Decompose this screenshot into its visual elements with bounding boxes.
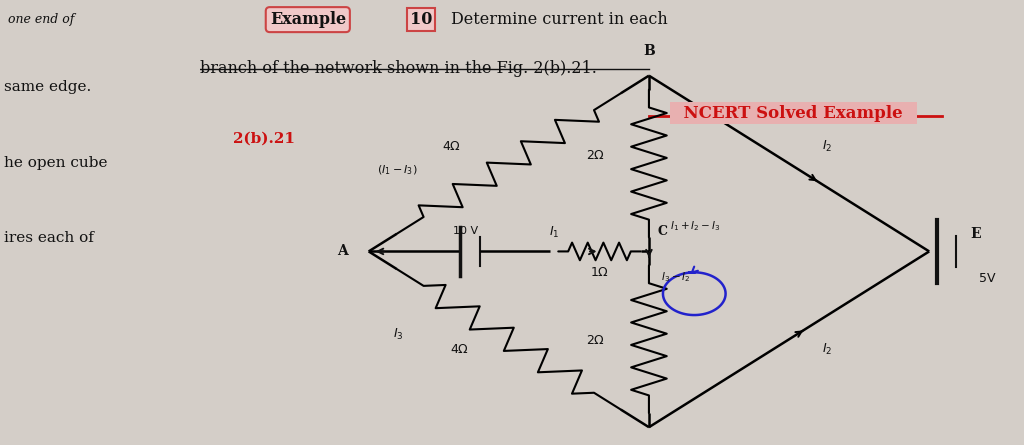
Text: he open cube: he open cube xyxy=(4,156,108,170)
Text: $I_2$: $I_2$ xyxy=(822,342,833,357)
Text: 4$\Omega$: 4$\Omega$ xyxy=(441,140,461,153)
Text: one end of: one end of xyxy=(4,13,75,26)
Text: NCERT Solved Example: NCERT Solved Example xyxy=(672,105,914,121)
Text: 4$\Omega$: 4$\Omega$ xyxy=(450,343,469,356)
Text: B: B xyxy=(643,44,654,58)
Text: $I_2$: $I_2$ xyxy=(822,139,833,154)
Text: $I_1+I_2-I_3$: $I_1+I_2-I_3$ xyxy=(670,219,720,233)
Text: Example: Example xyxy=(269,11,346,28)
Text: 2(b).21: 2(b).21 xyxy=(232,131,295,145)
Text: 1$\Omega$: 1$\Omega$ xyxy=(590,266,609,279)
Text: branch of the network shown in the Fig. 2(b).21.: branch of the network shown in the Fig. … xyxy=(200,60,597,77)
Text: Determine current in each: Determine current in each xyxy=(452,11,668,28)
Text: same edge.: same edge. xyxy=(4,80,91,94)
Text: $(I_1-I_3)$: $(I_1-I_3)$ xyxy=(377,164,418,178)
Text: C: C xyxy=(657,225,668,238)
Text: $I_1$: $I_1$ xyxy=(549,225,559,240)
Text: 2$\Omega$: 2$\Omega$ xyxy=(586,334,605,347)
Text: 10: 10 xyxy=(410,11,432,28)
Text: ires each of: ires each of xyxy=(4,231,94,245)
Text: $I_3-I_2$: $I_3-I_2$ xyxy=(662,271,691,284)
Text: 10 V: 10 V xyxy=(453,226,478,235)
Text: 2$\Omega$: 2$\Omega$ xyxy=(586,149,605,162)
Text: A: A xyxy=(337,244,348,259)
Text: $I_3$: $I_3$ xyxy=(393,327,403,342)
Text: 5V: 5V xyxy=(979,271,995,285)
Text: E: E xyxy=(971,227,981,241)
